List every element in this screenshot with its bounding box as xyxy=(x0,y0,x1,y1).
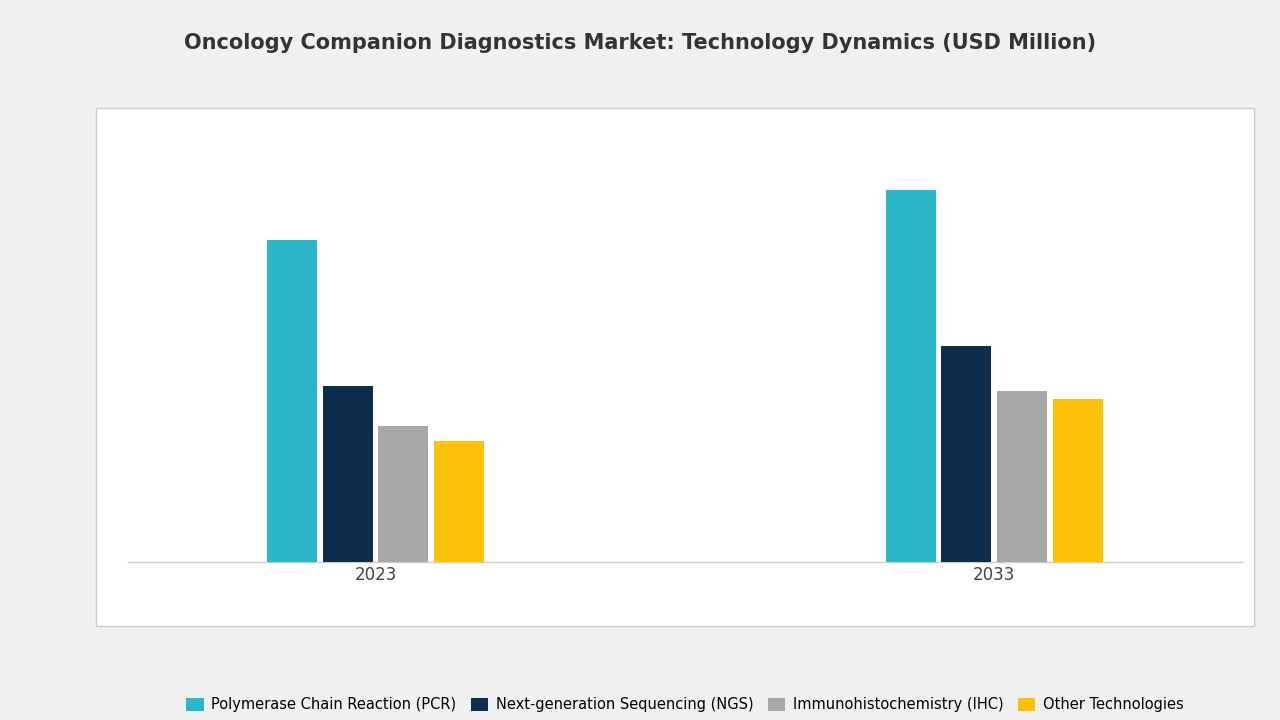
Bar xyxy=(268,240,317,562)
Bar xyxy=(886,190,936,562)
Legend: Polymerase Chain Reaction (PCR), Next-generation Sequencing (NGS), Immunohistoch: Polymerase Chain Reaction (PCR), Next-ge… xyxy=(179,690,1190,719)
Bar xyxy=(323,386,372,562)
Bar xyxy=(434,441,484,562)
Bar xyxy=(379,426,429,562)
Text: Oncology Companion Diagnostics Market: Technology Dynamics (USD Million): Oncology Companion Diagnostics Market: T… xyxy=(184,33,1096,53)
Bar xyxy=(941,346,991,562)
Bar xyxy=(997,391,1047,562)
Bar xyxy=(1052,399,1102,562)
